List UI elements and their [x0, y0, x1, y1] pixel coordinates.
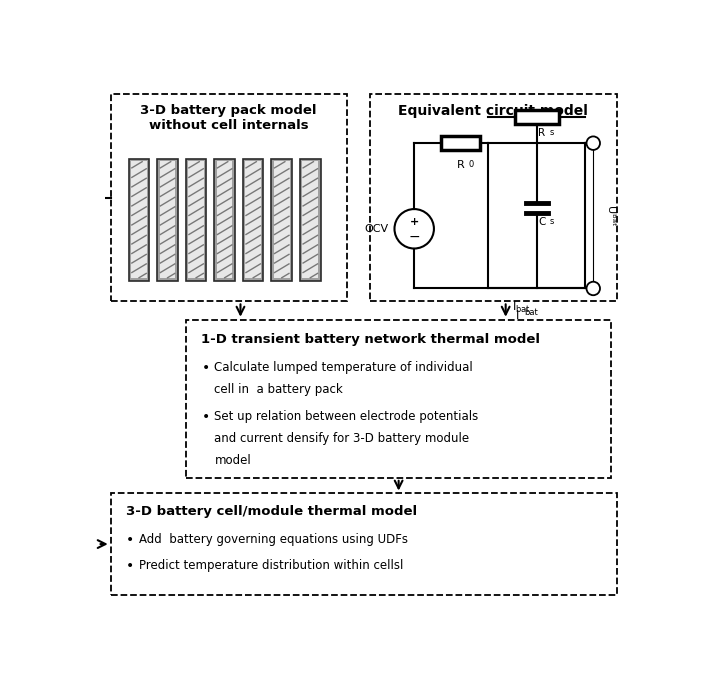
Text: Calculate lumped temperature of individual: Calculate lumped temperature of individu…	[214, 361, 473, 374]
Bar	[129, 158, 150, 280]
Text: s: s	[550, 217, 554, 226]
Text: 1-D transient battery network thermal model: 1-D transient battery network thermal mo…	[201, 332, 540, 346]
Bar	[441, 136, 481, 150]
Text: Equivalent circuit model: Equivalent circuit model	[399, 104, 588, 118]
Bar	[515, 111, 559, 124]
Text: R: R	[457, 160, 465, 170]
Text: Predict temperature distribution within cellsl: Predict temperature distribution within …	[139, 559, 404, 572]
Bar	[217, 161, 233, 278]
Text: cell in  a battery pack: cell in a battery pack	[214, 383, 343, 396]
Bar	[271, 158, 292, 280]
Text: R: R	[538, 128, 545, 138]
Bar	[243, 158, 263, 280]
Bar	[300, 158, 320, 280]
Text: •: •	[126, 559, 135, 574]
Text: •: •	[201, 410, 209, 425]
Text: I: I	[516, 309, 520, 322]
Circle shape	[587, 136, 600, 150]
Text: model: model	[214, 454, 251, 467]
Bar	[186, 319, 612, 478]
Bar	[159, 161, 175, 278]
Text: Set up relation between electrode potentials: Set up relation between electrode potent…	[214, 410, 478, 423]
Bar	[110, 94, 347, 301]
Text: 3-D battery cell/module thermal model: 3-D battery cell/module thermal model	[126, 505, 417, 518]
Bar	[131, 161, 147, 278]
Text: I$_{\mathrm{bat}}$: I$_{\mathrm{bat}}$	[512, 301, 531, 315]
Bar	[188, 161, 204, 278]
Text: 0: 0	[468, 160, 474, 168]
Bar	[157, 158, 178, 280]
Text: s: s	[550, 128, 554, 137]
Text: and current densify for 3-D battery module: and current densify for 3-D battery modu…	[214, 432, 469, 446]
Bar	[186, 158, 206, 280]
Text: OCV: OCV	[364, 224, 388, 234]
Text: −: −	[409, 230, 420, 243]
Text: +: +	[409, 217, 419, 227]
Text: 3-D battery pack model
without cell internals: 3-D battery pack model without cell inte…	[140, 104, 317, 132]
Text: Add  battery governing equations using UDFs: Add battery governing equations using UD…	[139, 533, 408, 547]
Text: •: •	[201, 361, 209, 375]
Bar	[214, 158, 235, 280]
Bar	[303, 161, 318, 278]
Bar	[274, 161, 290, 278]
Circle shape	[587, 282, 600, 295]
Text: bat: bat	[524, 307, 538, 317]
Bar	[370, 94, 617, 301]
Text: C: C	[538, 217, 545, 227]
Text: •: •	[126, 533, 135, 547]
Bar	[246, 161, 261, 278]
Text: Uᵇᵃᵗ: Uᵇᵃᵗ	[604, 206, 614, 226]
Bar	[110, 493, 617, 594]
